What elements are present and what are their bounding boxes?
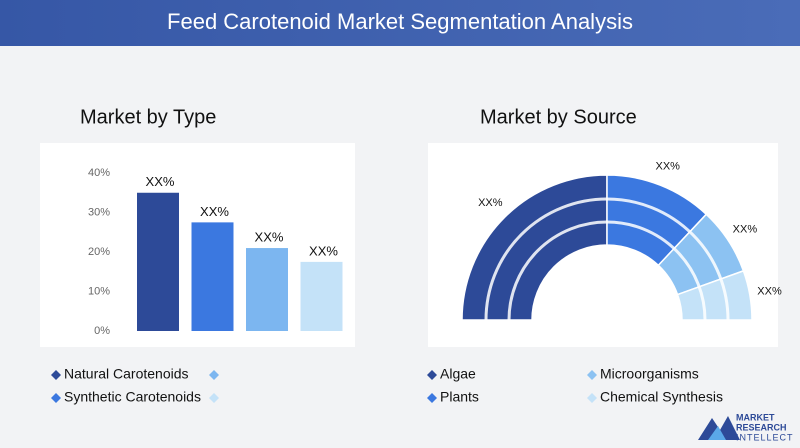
ring-separator (484, 197, 730, 321)
y-tick-label: 20% (88, 246, 110, 258)
donut-segment (461, 174, 608, 321)
value-label: XX% (255, 229, 284, 244)
logo-text: INTELLECT (736, 432, 794, 442)
legend-label: Natural Carotenoids (64, 366, 189, 382)
legend-marker (427, 393, 437, 403)
value-label: XX% (478, 197, 503, 209)
legend-marker (427, 370, 437, 380)
page-title: Feed Carotenoid Market Segmentation Anal… (167, 9, 633, 34)
legend-label: Synthetic Carotenoids (64, 389, 201, 405)
bar (137, 192, 179, 331)
logo: MARKET RESEARCH INTELLECT (698, 412, 794, 442)
header-band (0, 0, 800, 46)
value-label: XX% (309, 243, 338, 258)
legend-marker (587, 370, 597, 380)
legend-label: Plants (440, 389, 479, 405)
legend-marker (209, 370, 219, 380)
logo-icon (698, 416, 740, 440)
ring-separator (507, 220, 707, 321)
y-tick-label: 30% (88, 206, 110, 218)
chart-title: Market by Type (80, 106, 216, 128)
logo-icon (708, 426, 726, 440)
logo-text: RESEARCH (736, 422, 787, 432)
value-label: XX% (656, 160, 681, 172)
legend-marker (51, 393, 61, 403)
bar (191, 222, 234, 331)
bar (300, 261, 343, 331)
y-tick-label: 10% (88, 285, 110, 297)
chart-title: Market by Source (480, 106, 637, 128)
value-label: XX% (200, 204, 229, 219)
legend-marker (209, 393, 219, 403)
legend-label: Chemical Synthesis (600, 389, 723, 405)
y-tick-label: 40% (88, 167, 110, 179)
legend-label: Microorganisms (600, 366, 699, 382)
legend-marker (587, 393, 597, 403)
logo-text: MARKET (736, 412, 775, 422)
donut-segment (676, 269, 753, 321)
y-tick-label: 0% (94, 325, 110, 337)
value-label: XX% (733, 223, 758, 235)
legend-label: Algae (440, 366, 476, 382)
value-label: XX% (757, 286, 782, 298)
legend-marker (51, 370, 61, 380)
bar (246, 248, 288, 331)
value-label: XX% (146, 174, 175, 189)
